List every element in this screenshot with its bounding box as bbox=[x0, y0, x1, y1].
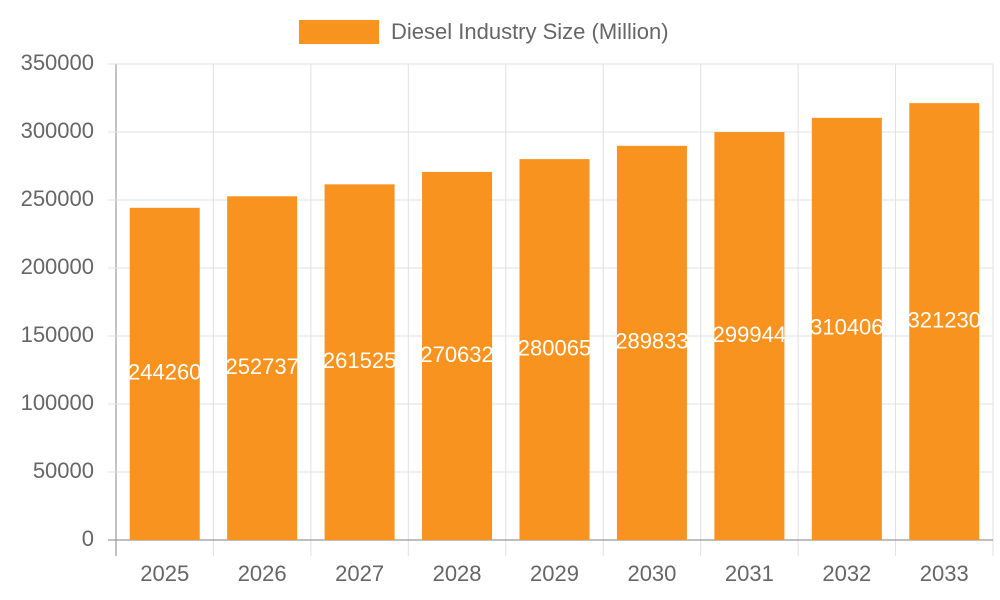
x-tick-label: 2031 bbox=[725, 561, 774, 586]
bar bbox=[811, 117, 882, 540]
y-tick-label: 200000 bbox=[21, 254, 94, 279]
x-tick-label: 2028 bbox=[433, 561, 482, 586]
bar bbox=[227, 196, 298, 540]
data-label: 299944 bbox=[713, 322, 786, 347]
y-tick-label: 150000 bbox=[21, 322, 94, 347]
bar bbox=[714, 132, 785, 540]
x-tick-label: 2026 bbox=[238, 561, 287, 586]
x-tick-label: 2033 bbox=[920, 561, 969, 586]
y-tick-label: 300000 bbox=[21, 118, 94, 143]
bar bbox=[129, 207, 200, 540]
x-tick-label: 2032 bbox=[822, 561, 871, 586]
data-label: 321230 bbox=[908, 307, 981, 332]
legend-swatch bbox=[299, 20, 379, 44]
data-label: 244260 bbox=[128, 360, 201, 385]
y-tick-label: 50000 bbox=[33, 458, 94, 483]
x-tick-label: 2029 bbox=[530, 561, 579, 586]
data-label: 252737 bbox=[225, 354, 298, 379]
x-tick-label: 2030 bbox=[627, 561, 676, 586]
data-label: 270632 bbox=[420, 342, 493, 367]
y-tick-label: 350000 bbox=[21, 50, 94, 75]
legend-label: Diesel Industry Size (Million) bbox=[391, 19, 669, 44]
bar bbox=[616, 145, 687, 540]
y-tick-label: 100000 bbox=[21, 390, 94, 415]
bar bbox=[324, 184, 395, 541]
x-tick-label: 2025 bbox=[140, 561, 189, 586]
data-label: 289833 bbox=[615, 329, 688, 354]
x-tick-label: 2027 bbox=[335, 561, 384, 586]
bar bbox=[519, 159, 590, 540]
bar bbox=[422, 171, 493, 540]
bar bbox=[909, 103, 980, 540]
y-tick-label: 250000 bbox=[21, 186, 94, 211]
y-tick-label: 0 bbox=[82, 526, 94, 551]
data-label: 310406 bbox=[810, 315, 883, 340]
data-label: 261525 bbox=[323, 348, 396, 373]
data-label: 280065 bbox=[518, 335, 591, 360]
